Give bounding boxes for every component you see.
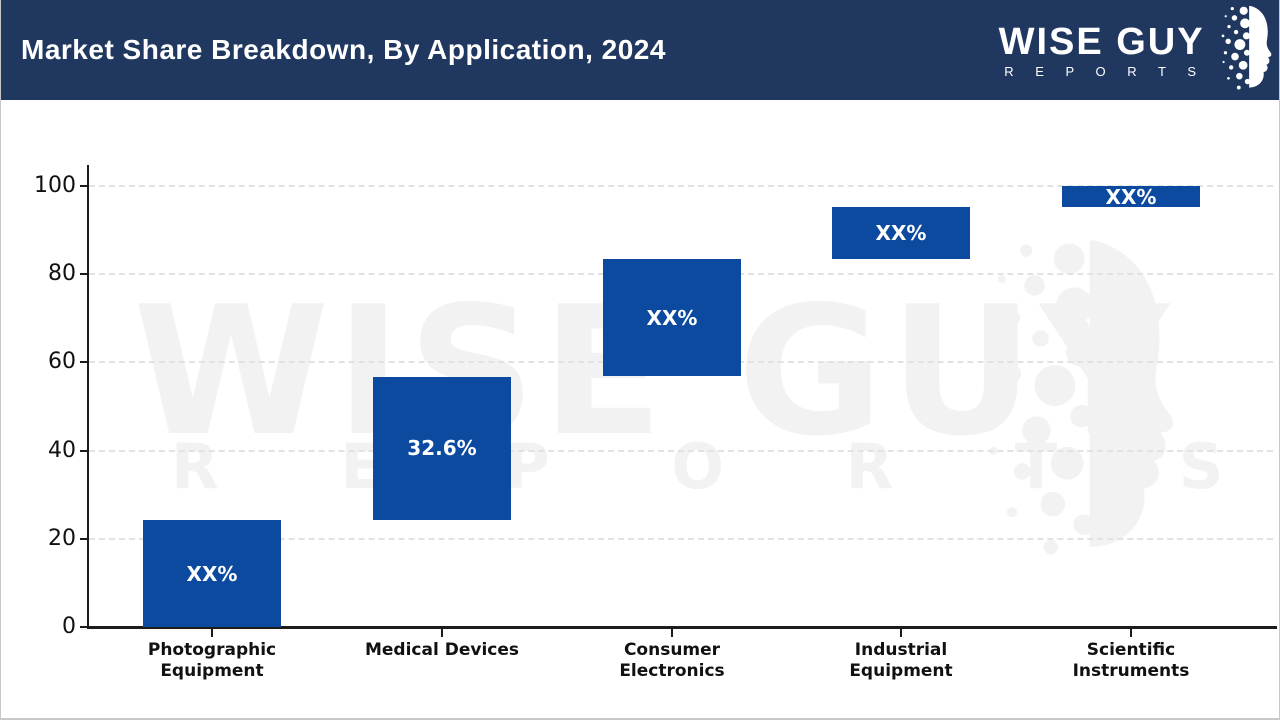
x-axis-tick [441,629,443,637]
x-axis-tick-label: Industrial Equipment [849,640,953,681]
y-axis-tick [80,361,88,364]
page-title: Market Share Breakdown, By Application, … [21,34,666,65]
y-axis-tick [80,537,88,540]
y-axis-tick-label: 100 [34,173,76,198]
gridline [89,449,1273,452]
y-axis-tick-label: 40 [48,437,76,463]
x-axis-tick-label: Consumer Electronics [619,640,725,681]
x-axis-tick [900,629,902,637]
bar: XX% [1062,184,1200,209]
y-axis-tick-label: 0 [62,614,76,639]
brand-logo: WISE GUY R E P O R T S [998,1,1279,99]
gridline [89,185,1273,187]
brand-logo-text: WISE GUY R E P O R T S [998,23,1205,78]
x-axis-tick [1130,629,1132,637]
bar: 32.6% [373,376,511,521]
x-axis-tick-label: Medical Devices [364,640,519,660]
gridline [89,537,1273,540]
bar-value-label: XX% [875,220,927,245]
bar-value-label: XX% [1105,184,1157,209]
bar-value-label: XX% [186,561,238,586]
brand-head-icon [1221,5,1272,90]
x-axis-tick [211,629,213,637]
bar: XX% [603,258,741,377]
y-axis-tick [80,626,88,628]
watermark-head-icon [986,240,1174,555]
brand-subname: R E P O R T S [1004,63,1205,79]
bar: XX% [832,207,970,259]
y-axis-tick [80,449,88,452]
bar-value-label: 32.6% [407,436,477,461]
x-axis-tick-label: Scientific Instruments [1072,640,1190,681]
x-axis-tick-label: Photographic Equipment [147,640,277,681]
y-axis-tick-label: 80 [48,261,76,287]
x-axis-tick [671,629,673,637]
y-axis-tick-label: 20 [48,525,76,551]
brand-name: WISE GUY [998,20,1205,63]
bar-value-label: XX% [646,305,698,330]
watermark-text-reports: R E P O R T S [171,430,1274,503]
header-bar: Market Share Breakdown, By Application, … [1,0,1279,100]
y-axis-tick [80,273,88,276]
x-axis-spine [87,626,1277,629]
y-axis-tick [80,185,88,187]
bar: XX% [143,520,281,627]
y-axis-spine [87,165,89,629]
y-axis-tick-label: 60 [48,349,76,375]
